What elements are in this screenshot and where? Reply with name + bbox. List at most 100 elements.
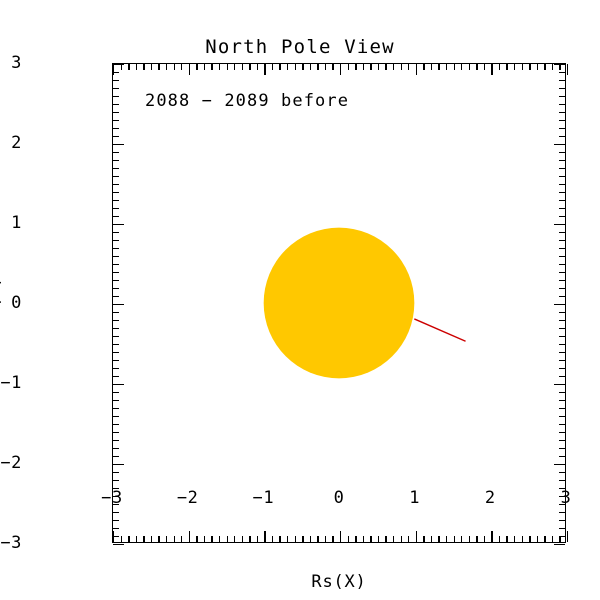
x-tick-major [113, 64, 115, 75]
y-tick-minor [559, 504, 565, 506]
y-tick-minor [113, 240, 119, 242]
x-tick-minor [241, 536, 244, 542]
x-tick-minor [218, 536, 221, 542]
y-tick-major [113, 384, 124, 386]
y-tick-minor [559, 440, 565, 442]
y-tick-minor [559, 472, 565, 474]
y-tick-major [554, 64, 565, 66]
y-tick-minor [559, 512, 565, 514]
y-tick-minor [113, 104, 119, 106]
y-tick-minor [113, 416, 119, 418]
y-tick-minor [113, 360, 119, 362]
y-tick-minor [559, 328, 565, 330]
x-tick-minor [468, 536, 471, 542]
x-tick-minor [128, 64, 130, 70]
y-tick-minor [559, 336, 565, 338]
x-tick-minor [324, 536, 327, 542]
plot-area: 2088 − 2089 before [112, 63, 569, 546]
y-tick-minor [113, 88, 119, 90]
x-tick-label: 0 [333, 488, 345, 508]
x-tick-minor [521, 536, 523, 542]
y-tick-label: −3 [0, 533, 22, 553]
y-tick-minor [113, 96, 119, 98]
y-tick-minor [113, 192, 119, 194]
x-tick-minor [173, 64, 175, 70]
y-tick-minor [113, 336, 119, 338]
y-tick-minor [113, 288, 119, 290]
y-tick-minor [113, 328, 119, 330]
y-tick-minor [113, 352, 119, 354]
annotation-label: 2088 − 2089 before [145, 91, 350, 111]
y-tick-minor [113, 368, 119, 370]
x-tick-minor [226, 536, 228, 542]
x-tick-minor [445, 64, 448, 70]
x-tick-minor [544, 536, 546, 542]
x-tick-minor [271, 536, 274, 542]
x-tick-label: −2 [176, 488, 199, 508]
y-tick-minor [559, 208, 565, 210]
x-tick-minor [317, 64, 319, 70]
x-tick-minor [135, 64, 138, 70]
x-tick-minor [430, 64, 433, 70]
y-tick-minor [113, 512, 119, 514]
x-tick-minor [135, 536, 138, 542]
y-tick-minor [559, 160, 565, 162]
x-tick-minor [241, 64, 244, 70]
y-tick-minor [559, 376, 565, 378]
x-tick-minor [453, 536, 455, 542]
x-tick-label: 3 [560, 488, 572, 508]
x-tick-minor [483, 64, 486, 70]
x-tick-major [567, 531, 569, 542]
x-tick-minor [158, 536, 160, 542]
x-tick-minor [355, 64, 357, 70]
y-tick-minor [559, 360, 565, 362]
x-tick-minor [521, 64, 523, 70]
x-tick-minor [514, 536, 516, 542]
x-tick-minor [461, 64, 463, 70]
y-tick-minor [559, 368, 565, 370]
x-tick-minor [196, 536, 198, 542]
x-tick-minor [529, 64, 531, 70]
x-tick-minor [287, 536, 289, 542]
y-tick-label: 1 [11, 213, 22, 233]
y-tick-minor [113, 480, 119, 482]
x-tick-minor [536, 64, 539, 70]
x-tick-minor [287, 64, 289, 70]
y-tick-minor [559, 432, 565, 434]
x-tick-minor [506, 64, 508, 70]
x-tick-minor [370, 64, 372, 70]
x-tick-major [567, 64, 569, 75]
x-tick-minor [476, 536, 478, 542]
x-tick-major [340, 64, 342, 75]
y-tick-minor [559, 296, 565, 298]
x-tick-major [264, 64, 266, 75]
y-tick-minor [559, 96, 565, 98]
y-tick-minor [113, 208, 119, 210]
x-tick-minor [445, 536, 448, 542]
x-tick-minor [476, 64, 478, 70]
y-tick-label: −2 [0, 453, 22, 473]
y-tick-minor [113, 392, 119, 394]
y-tick-minor [559, 264, 565, 266]
x-tick-minor [211, 64, 213, 70]
x-tick-minor [385, 536, 387, 542]
x-tick-minor [143, 536, 145, 542]
y-tick-minor [113, 504, 119, 506]
x-tick-minor [408, 536, 410, 542]
x-tick-minor [377, 64, 380, 70]
y-tick-minor [559, 112, 565, 114]
y-tick-minor [559, 496, 565, 498]
y-tick-minor [113, 520, 119, 522]
x-tick-minor [256, 64, 259, 70]
y-tick-minor [113, 152, 119, 154]
x-tick-minor [302, 536, 304, 542]
y-tick-minor [113, 72, 119, 74]
y-tick-minor [559, 312, 565, 314]
x-tick-minor [165, 536, 168, 542]
y-tick-minor [559, 184, 565, 186]
y-tick-minor [559, 480, 565, 482]
y-tick-minor [113, 488, 119, 490]
x-tick-minor [514, 64, 516, 70]
x-tick-minor [324, 64, 327, 70]
y-tick-minor [559, 408, 565, 410]
